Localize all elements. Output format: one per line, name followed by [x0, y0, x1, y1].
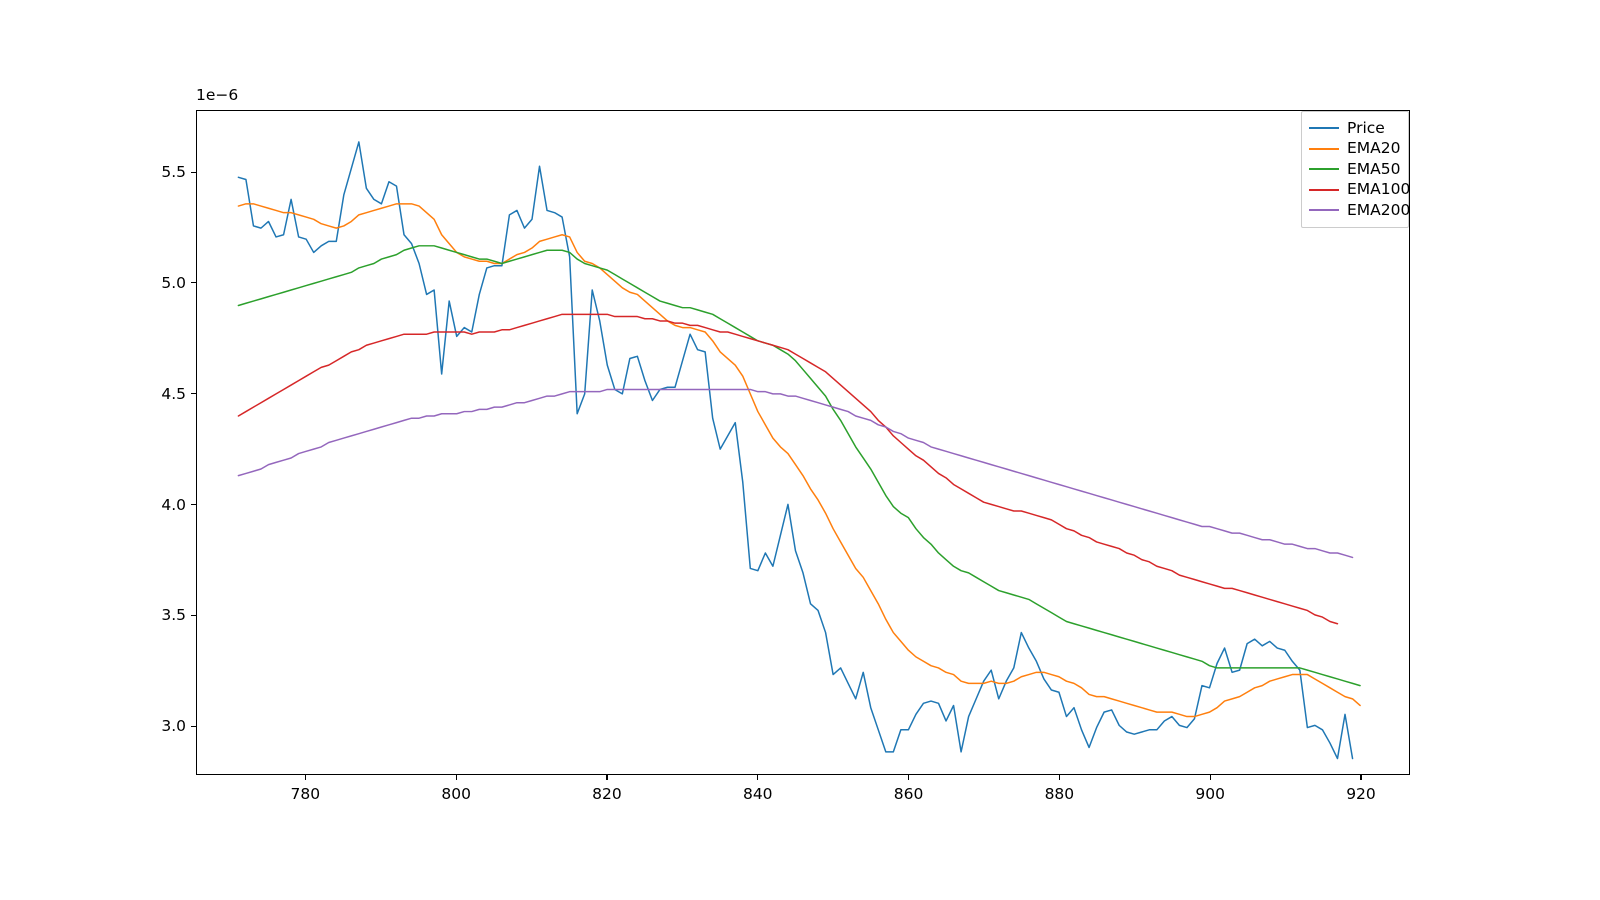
legend-item-price: Price	[1309, 118, 1400, 139]
y-tick-mark	[191, 504, 196, 506]
plot-area	[196, 110, 1410, 775]
x-tick-mark	[757, 775, 759, 780]
series-line-ema200	[237, 388, 1354, 559]
y-tick-mark	[191, 393, 196, 395]
series-line-ema50	[237, 245, 1361, 687]
legend-label: EMA20	[1347, 139, 1401, 157]
legend-color-swatch	[1309, 147, 1339, 150]
x-tick-label: 780	[290, 785, 321, 803]
y-tick-mark	[191, 282, 196, 284]
series-line-price	[237, 141, 1354, 760]
chart-lines	[237, 141, 1361, 760]
y-tick-label: 5.5	[161, 163, 186, 182]
x-tick-label: 880	[1044, 785, 1075, 803]
series-line-ema20	[237, 203, 1361, 718]
x-tick-label: 840	[742, 785, 773, 803]
legend-label: EMA100	[1347, 180, 1411, 198]
y-tick-label: 3.5	[161, 606, 186, 625]
y-tick-label: 5.0	[161, 273, 186, 292]
x-tick-label: 800	[441, 785, 471, 803]
series-line-ema100	[237, 313, 1339, 625]
y-tick-mark	[191, 725, 196, 727]
legend-item-ema200: EMA200	[1309, 200, 1410, 221]
legend-color-swatch	[1309, 209, 1339, 212]
x-tick-label: 860	[893, 785, 924, 803]
y-tick-label: 3.0	[161, 717, 186, 736]
y-tick-mark	[191, 171, 196, 173]
legend-label: EMA50	[1347, 159, 1401, 178]
y-axis-offset-label: 1e−6	[196, 86, 239, 104]
legend-label: Price	[1347, 118, 1385, 137]
x-tick-mark	[908, 775, 910, 780]
legend-color-swatch	[1309, 188, 1339, 191]
x-tick-mark	[606, 775, 608, 780]
y-tick-label: 4.5	[161, 384, 186, 403]
legend-label: EMA200	[1347, 200, 1411, 219]
x-tick-label: 900	[1195, 785, 1225, 803]
y-tick-mark	[191, 614, 196, 616]
legend-color-swatch	[1309, 168, 1339, 171]
legend-item-ema50: EMA50	[1309, 159, 1401, 180]
x-tick-label: 820	[592, 785, 622, 803]
x-tick-mark	[1360, 775, 1362, 780]
y-tick-label: 4.0	[161, 495, 186, 514]
chart-legend: Price EMA20 EMA50 EMA100 EMA200	[1301, 111, 1410, 228]
x-tick-label: 920	[1346, 785, 1376, 803]
x-tick-mark	[304, 775, 306, 780]
legend-item-ema20: EMA20	[1309, 139, 1401, 160]
x-tick-mark	[1058, 775, 1060, 780]
legend-item-ema100: EMA100	[1309, 180, 1410, 201]
legend-color-swatch	[1309, 127, 1339, 130]
x-tick-mark	[1209, 775, 1211, 780]
x-tick-mark	[455, 775, 457, 780]
